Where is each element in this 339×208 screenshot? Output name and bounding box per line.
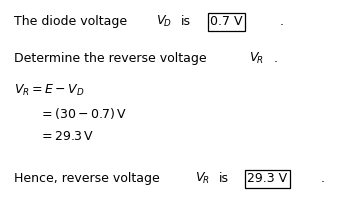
Text: Hence, reverse voltage: Hence, reverse voltage xyxy=(14,172,159,185)
Text: $V_{\!D}$: $V_{\!D}$ xyxy=(156,14,172,29)
Text: .: . xyxy=(320,172,324,185)
Text: $V_{R} = E - V_{D}$: $V_{R} = E - V_{D}$ xyxy=(14,83,84,98)
Text: $V_{\!R}$: $V_{\!R}$ xyxy=(195,171,209,186)
Text: .: . xyxy=(274,52,278,65)
Text: is: is xyxy=(181,15,191,28)
Text: is: is xyxy=(219,172,228,185)
Text: $= 29.3\,\mathrm{V}$: $= 29.3\,\mathrm{V}$ xyxy=(39,130,94,143)
Text: 0.7 V: 0.7 V xyxy=(210,15,243,28)
Text: $V_{\!R}$: $V_{\!R}$ xyxy=(249,51,263,66)
Text: Determine the reverse voltage: Determine the reverse voltage xyxy=(14,52,206,65)
Text: 29.3 V: 29.3 V xyxy=(247,172,287,185)
Text: .: . xyxy=(280,15,284,28)
Text: $= (30 - 0.7)\,\mathrm{V}$: $= (30 - 0.7)\,\mathrm{V}$ xyxy=(39,106,127,121)
Text: The diode voltage: The diode voltage xyxy=(14,15,127,28)
